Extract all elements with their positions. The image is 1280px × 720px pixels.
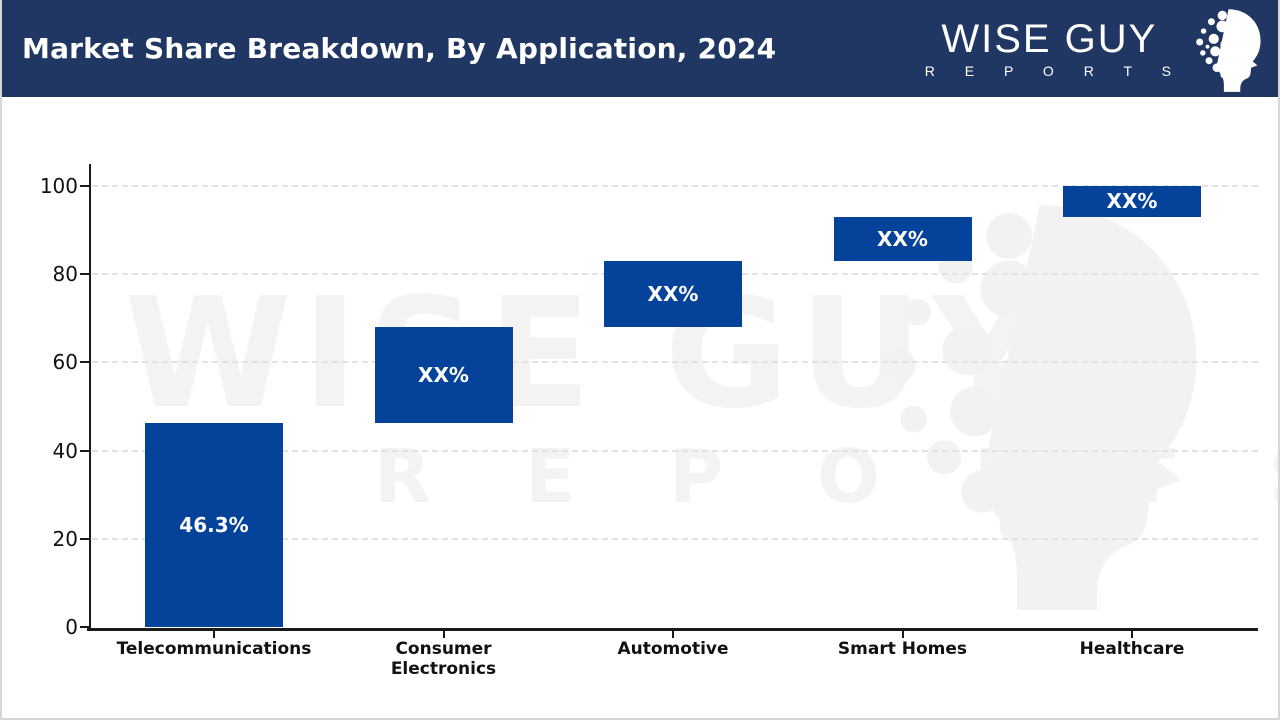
gridline-20 [92,537,1258,540]
y-tick-0 [80,626,89,628]
x-category-label-2: Automotive [617,639,729,659]
logo-wordmark: WISE GUY [941,16,1158,61]
gridline-40 [92,449,1258,452]
gridline-100 [92,185,1258,187]
bar-value-label: XX% [1106,189,1158,214]
x-tick-3 [901,631,904,638]
logo-subtitle: R E P O R T S [924,62,1184,79]
x-category-label-1: Consumer Electronics [390,639,497,680]
y-tick-40 [80,449,89,452]
x-category-label-4: Healthcare [1079,639,1185,659]
bar-value-label: 46.3% [179,512,249,537]
x-tick-1 [442,631,445,638]
x-tick-4 [1131,631,1133,638]
bar-value-label: XX% [877,226,928,251]
y-tick-60 [80,361,89,364]
bar-telecommunications: 46.3% [145,422,283,627]
logo-face-icon [1196,8,1261,92]
y-tick-label-0: 0 [65,615,78,639]
logo-text: WISE GUY R E P O R T S [915,19,1184,79]
bar-automotive: XX% [604,260,742,328]
y-axis-spine [89,164,91,630]
watermark-face-icon [881,205,1197,610]
wise-guy-reports-logo: WISE GUY R E P O R T S [915,5,1268,93]
y-tick-label-60: 60 [52,350,78,375]
bar-healthcare: XX% [1063,186,1201,217]
y-tick-label-100: 100 [39,174,78,198]
bar-smart-homes: XX% [833,216,972,261]
y-tick-label-40: 40 [52,438,78,463]
y-tick-80 [80,273,89,276]
x-tick-2 [672,631,674,638]
chart-title: Market Share Breakdown, By Application, … [22,32,777,65]
y-tick-label-20: 20 [52,526,78,551]
y-tick-label-80: 80 [52,262,78,287]
y-tick-100 [80,185,89,187]
x-tick-0 [213,631,215,638]
x-axis-spine [87,628,1258,631]
bar-value-label: XX% [647,282,699,307]
x-category-label-3: Smart Homes [837,639,968,659]
gridline-60 [92,361,1258,364]
bar-value-label: XX% [418,362,469,387]
x-category-label-0: Telecommunications [116,639,312,659]
y-tick-20 [80,537,89,540]
header-bar: Market Share Breakdown, By Application, … [2,0,1278,97]
bar-consumer-electronics: XX% [374,327,513,423]
